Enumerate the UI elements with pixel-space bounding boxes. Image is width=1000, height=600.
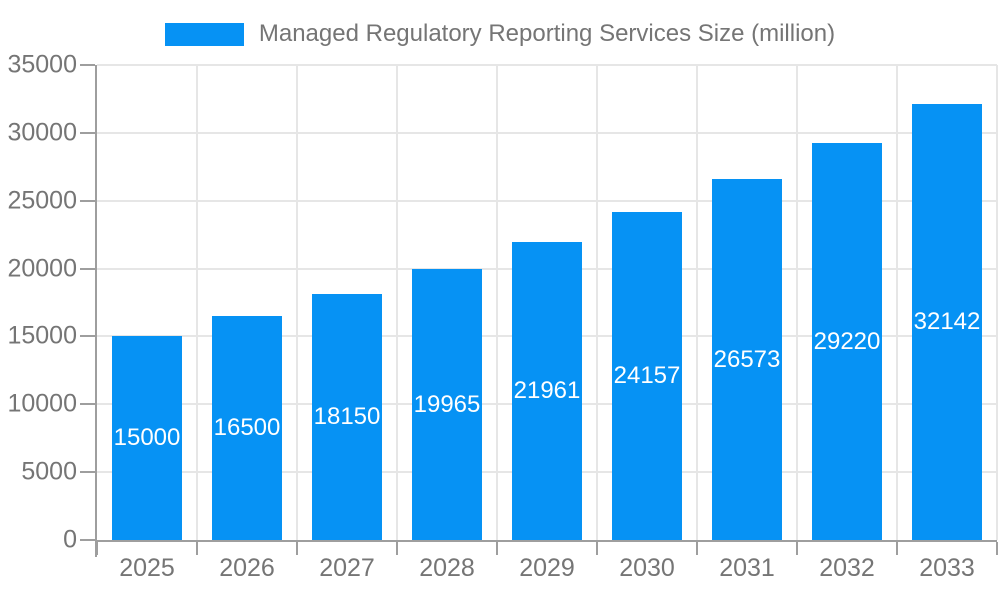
x-axis-tick: [496, 542, 498, 555]
bar-value-label: 15000: [113, 424, 181, 452]
bar-2030[interactable]: [612, 212, 682, 540]
x-axis-tick: [196, 542, 198, 555]
y-tick-label: 20000: [7, 254, 77, 283]
x-axis-tick: [96, 542, 98, 555]
x-axis-tick: [596, 542, 598, 555]
y-tick-label: 0: [63, 525, 77, 554]
y-tick-label: 5000: [21, 457, 77, 486]
v-gridline: [896, 65, 898, 540]
y-axis-tick: [80, 403, 95, 406]
x-tick-label: 2033: [919, 554, 975, 582]
x-axis-tick: [896, 542, 898, 555]
y-tick-label: 35000: [7, 50, 77, 79]
bar-2032[interactable]: [812, 143, 882, 540]
v-gridline: [596, 65, 598, 540]
x-tick-label: 2028: [419, 554, 475, 582]
y-axis-tick: [80, 539, 95, 541]
y-axis-tick: [80, 131, 95, 134]
x-axis-line: [95, 540, 997, 542]
y-axis-tick: [80, 199, 95, 202]
bar-2025[interactable]: [112, 336, 182, 540]
y-axis-tick: [80, 471, 95, 474]
x-tick-label: 2029: [519, 554, 575, 582]
x-axis-tick: [796, 542, 798, 555]
bar-value-label: 21961: [513, 376, 581, 404]
bar-value-label: 19965: [413, 390, 481, 418]
h-gridline: [97, 64, 997, 66]
bar-2031[interactable]: [712, 179, 782, 540]
y-tick-label: 25000: [7, 186, 77, 215]
legend-label: Managed Regulatory Reporting Services Si…: [258, 20, 836, 47]
x-axis-tick: [296, 542, 298, 555]
bar-2033[interactable]: [912, 103, 982, 540]
h-gridline: [97, 199, 997, 202]
v-gridline: [696, 65, 698, 540]
y-axis-tick: [80, 64, 95, 66]
x-tick-label: 2027: [319, 554, 375, 582]
bar-value-label: 24157: [613, 362, 681, 390]
bar-value-label: 18150: [313, 402, 381, 430]
y-tick-label: 15000: [7, 321, 77, 350]
y-axis-tick: [80, 267, 95, 270]
y-tick-label: 30000: [7, 118, 77, 147]
x-axis-tick: [396, 542, 398, 555]
bar-2026[interactable]: [212, 316, 282, 540]
legend-swatch-icon: [164, 22, 244, 46]
y-tick-label: 10000: [7, 389, 77, 418]
x-axis-tick: [996, 542, 998, 555]
v-gridline: [196, 65, 198, 540]
h-gridline: [97, 131, 997, 134]
y-axis-line: [95, 65, 97, 557]
v-gridline: [996, 65, 998, 540]
x-tick-label: 2026: [219, 554, 275, 582]
plot-area: 0 5000 10000 15000 20000 25000 30000 35000 15000…: [7, 51, 998, 582]
bar-value-label: 16500: [213, 414, 281, 442]
v-gridline: [496, 65, 498, 540]
v-gridline: [796, 65, 798, 540]
x-tick-label: 2025: [119, 554, 175, 582]
chart-legend: Managed Regulatory Reporting Services Si…: [0, 20, 1000, 48]
bar-2028[interactable]: [412, 269, 482, 540]
v-gridline: [296, 65, 298, 540]
x-tick-label: 2031: [719, 554, 775, 582]
x-axis-tick: [696, 542, 698, 555]
bar-value-label: 26573: [713, 345, 781, 373]
bar-value-label: 32142: [913, 307, 981, 335]
bar-2027[interactable]: [312, 293, 382, 540]
x-tick-label: 2030: [619, 554, 675, 582]
legend-item[interactable]: Managed Regulatory Reporting Services Si…: [164, 20, 836, 48]
v-gridline: [396, 65, 398, 540]
bar-2029[interactable]: [512, 241, 582, 540]
y-axis-tick: [80, 335, 95, 338]
bar-value-label: 29220: [813, 327, 881, 355]
x-tick-label: 2032: [819, 554, 875, 582]
